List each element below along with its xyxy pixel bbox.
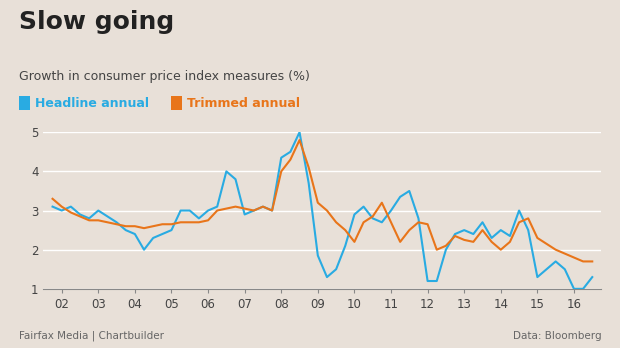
Text: Data: Bloomberg: Data: Bloomberg	[513, 331, 601, 341]
Bar	[19, 96, 30, 110]
Text: Fairfax Media | Chartbuilder: Fairfax Media | Chartbuilder	[19, 331, 164, 341]
Text: Trimmed annual: Trimmed annual	[187, 96, 300, 110]
Text: Growth in consumer price index measures (%): Growth in consumer price index measures …	[19, 70, 309, 82]
Bar	[170, 96, 182, 110]
Text: Headline annual: Headline annual	[35, 96, 149, 110]
Text: Slow going: Slow going	[19, 10, 174, 34]
